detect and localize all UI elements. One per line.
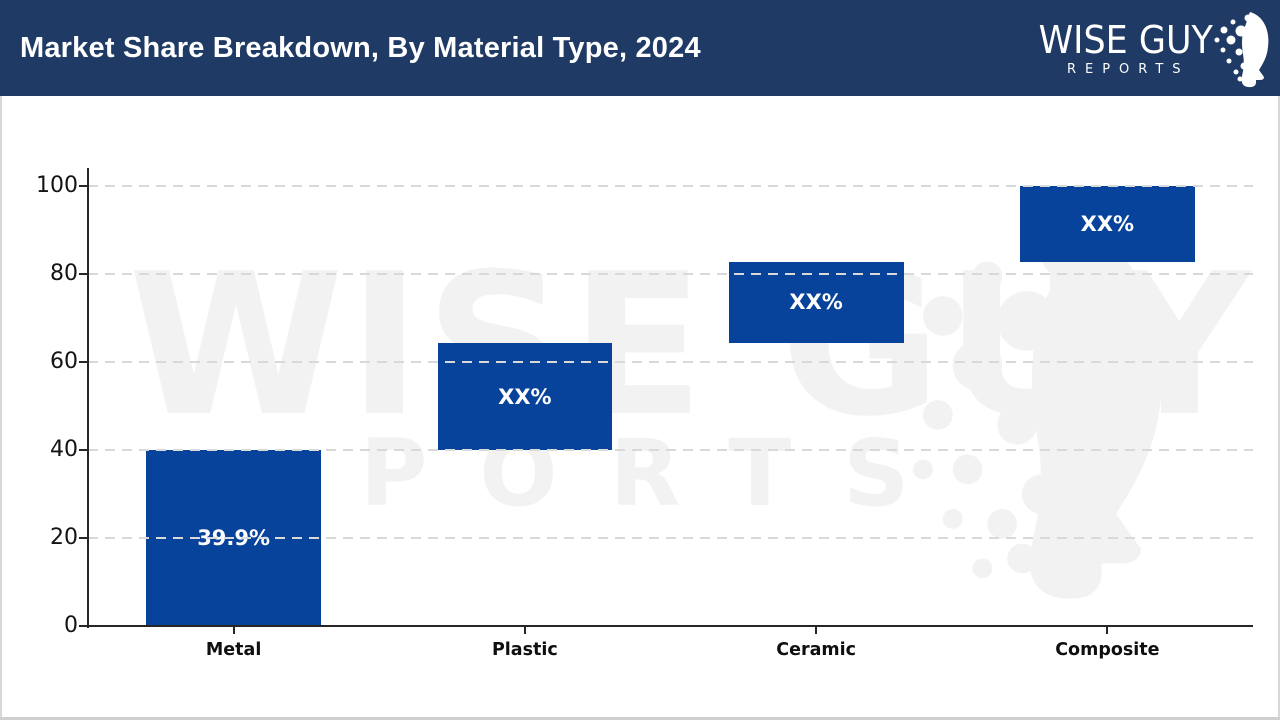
bar-plastic: XX% (437, 343, 613, 450)
x-tick-plastic (523, 627, 526, 634)
bar-ceramic: XX% (728, 261, 904, 344)
x-axis-label-metal: Metal (205, 640, 262, 660)
brand-logo-text: WISE GUY REPORTS (1031, 21, 1220, 77)
page-title: Market Share Breakdown, By Material Type… (20, 31, 701, 64)
x-tick-ceramic (815, 627, 818, 634)
bar-composite: XX% (1020, 186, 1195, 262)
y-axis-label-80: 80 (50, 261, 78, 286)
x-axis-line (87, 625, 1253, 627)
x-tick-composite (1106, 627, 1109, 634)
bar-value-label: XX% (789, 290, 843, 315)
y-tick-80 (79, 273, 87, 275)
y-axis-label-60: 60 (50, 349, 78, 374)
y-axis-line (87, 168, 89, 628)
brand-logo-line1: WISE GUY (1038, 18, 1213, 62)
bar-value-label: XX% (1080, 211, 1135, 236)
x-axis-label-ceramic: Ceramic (776, 640, 856, 660)
x-axis-label-plastic: Plastic (491, 640, 558, 660)
header-bar: Market Share Breakdown, By Material Type… (0, 0, 1280, 96)
gridline-20 (88, 537, 1253, 539)
gridline-40 (88, 449, 1253, 451)
brand-logo-line2: REPORTS (1066, 62, 1190, 77)
x-axis-label-composite: Composite (1055, 640, 1160, 660)
gridline-80 (88, 273, 1253, 275)
bar-value-label: XX% (498, 384, 552, 409)
brand-logo: WISE GUY REPORTS (1031, 6, 1272, 92)
y-tick-100 (79, 185, 87, 187)
x-tick-metal (232, 627, 235, 634)
brand-head-dots-icon (1214, 12, 1269, 88)
watermark-head-dots-icon (893, 226, 1163, 599)
y-axis-label-40: 40 (50, 437, 78, 462)
y-tick-20 (79, 537, 87, 539)
y-tick-0 (79, 625, 87, 627)
y-axis-label-0: 0 (64, 613, 78, 638)
y-tick-60 (79, 361, 87, 363)
page-border-bottom (0, 717, 1280, 720)
y-axis-label-100: 100 (36, 173, 78, 198)
page-border-right (1278, 96, 1280, 720)
gridline-60 (88, 361, 1253, 363)
y-axis-label-20: 20 (50, 525, 78, 550)
gridline-100 (88, 185, 1253, 187)
page-border-left (0, 96, 2, 720)
y-tick-40 (79, 449, 87, 451)
